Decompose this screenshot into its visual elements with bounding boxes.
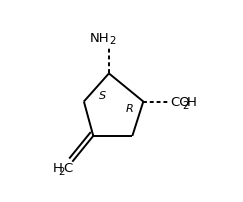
Text: 2: 2 (110, 36, 116, 46)
Text: 2: 2 (59, 166, 65, 176)
Text: S: S (99, 91, 106, 101)
Text: H: H (187, 96, 197, 108)
Text: C: C (63, 161, 72, 174)
Text: H: H (53, 161, 62, 174)
Text: R: R (125, 103, 133, 113)
Text: CO: CO (170, 96, 190, 108)
Text: NH: NH (89, 32, 109, 44)
Text: 2: 2 (182, 101, 189, 111)
